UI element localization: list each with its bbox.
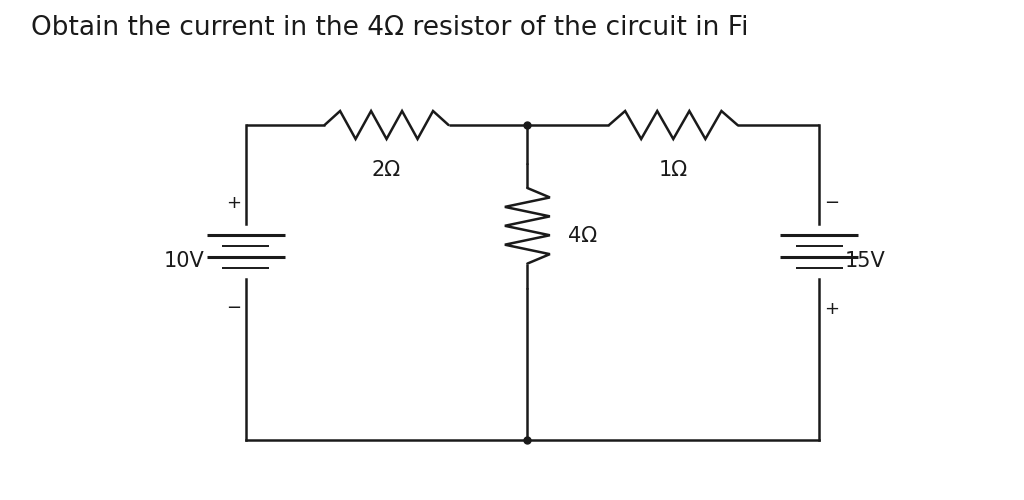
Text: 1Ω: 1Ω bbox=[658, 160, 688, 180]
Text: −: − bbox=[226, 300, 241, 318]
Text: +: + bbox=[226, 194, 241, 212]
Text: −: − bbox=[824, 194, 839, 212]
Text: +: + bbox=[824, 300, 839, 318]
Text: 4Ω: 4Ω bbox=[568, 226, 597, 246]
Text: 2Ω: 2Ω bbox=[372, 160, 401, 180]
Text: 15V: 15V bbox=[845, 251, 886, 271]
Text: 10V: 10V bbox=[164, 251, 205, 271]
Text: Obtain the current in the 4Ω resistor of the circuit in Fi: Obtain the current in the 4Ω resistor of… bbox=[31, 15, 749, 41]
